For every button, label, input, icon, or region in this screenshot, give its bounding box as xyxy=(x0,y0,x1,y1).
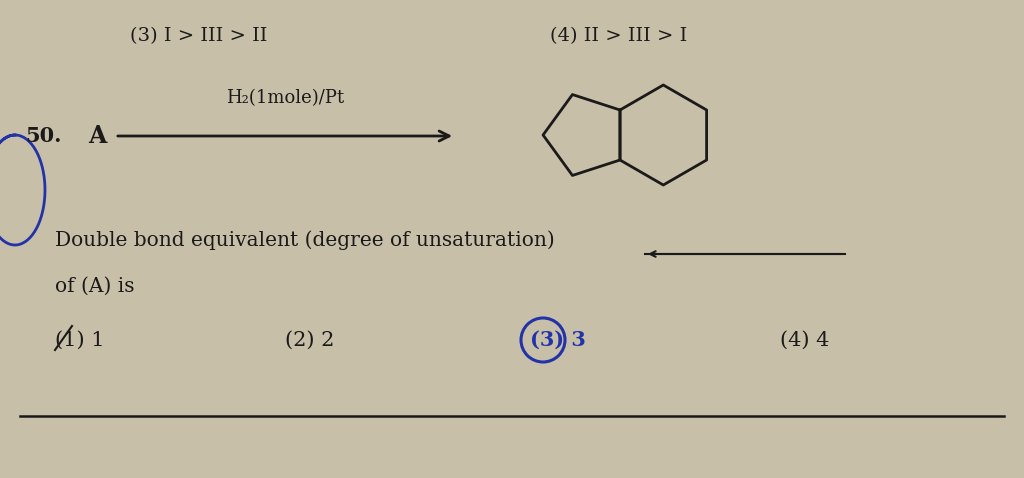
Text: (4) 4: (4) 4 xyxy=(780,330,829,349)
Text: (2) 2: (2) 2 xyxy=(285,330,335,349)
Text: (3) 3: (3) 3 xyxy=(530,330,586,350)
Text: (4) II > III > I: (4) II > III > I xyxy=(550,27,687,45)
Text: A: A xyxy=(88,124,106,148)
Text: (3) I > III > II: (3) I > III > II xyxy=(130,27,267,45)
Text: of (A) is: of (A) is xyxy=(55,276,134,295)
Text: Double bond equivalent (degree of unsaturation): Double bond equivalent (degree of unsatu… xyxy=(55,230,555,250)
Text: (1) 1: (1) 1 xyxy=(55,330,104,349)
Text: 50.: 50. xyxy=(25,126,61,146)
Text: H₂(1mole)/Pt: H₂(1mole)/Pt xyxy=(226,89,344,107)
